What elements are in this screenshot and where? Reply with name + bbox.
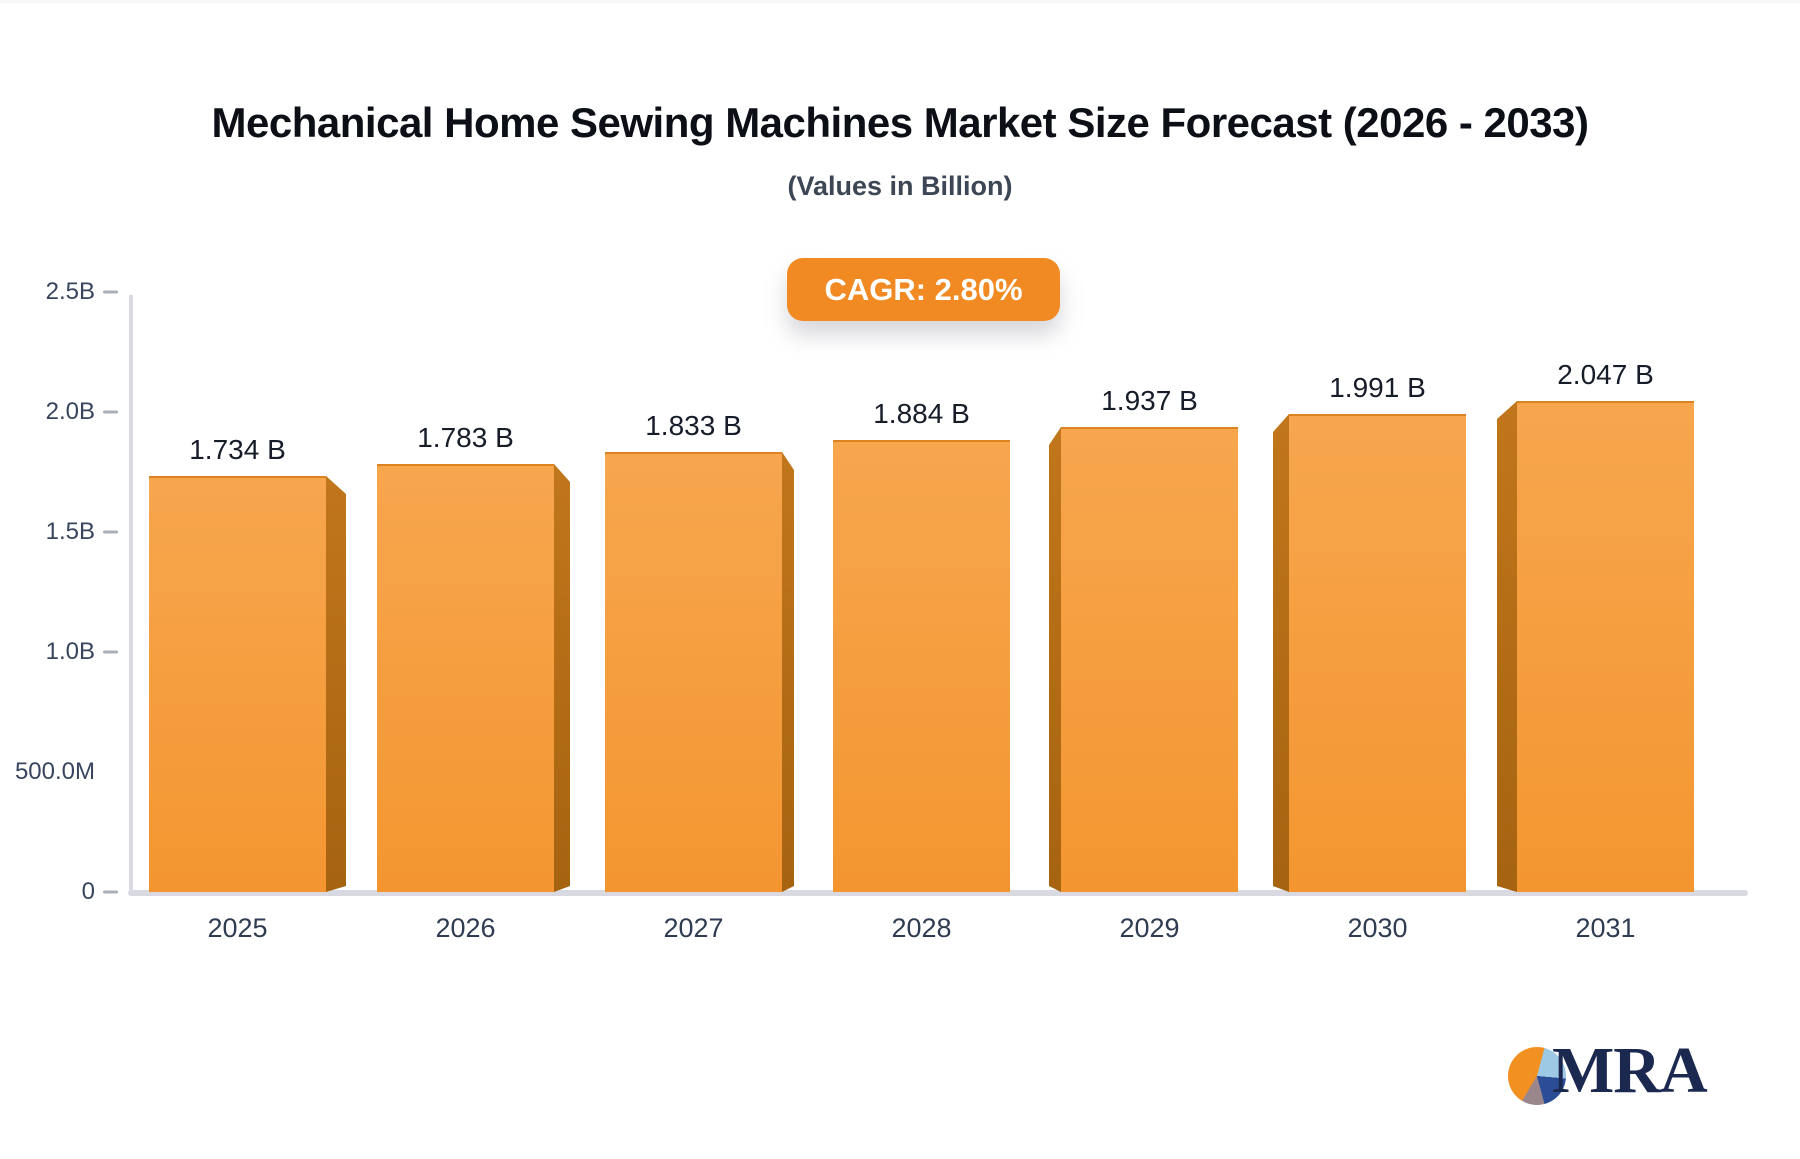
bar-value-label: 1.991 B [1329,372,1426,403]
bar-value-label: 1.884 B [873,398,970,429]
y-axis-tick [103,890,118,894]
bar-2031[interactable] [1517,401,1694,892]
bar-2029[interactable] [1061,427,1238,892]
bar-2030[interactable] [1289,414,1466,892]
bar-value-label: 1.734 B [189,434,286,465]
bar-2025[interactable] [149,476,326,892]
bar-3d-side [1497,401,1517,892]
x-axis-label: 2027 [663,913,724,943]
bar-value-label: 1.783 B [417,422,514,453]
x-axis-label: 2025 [207,913,268,943]
y-axis-label: 500.0M [14,758,95,785]
y-axis-tick [103,650,118,654]
bar-3d-side [1273,414,1289,892]
mra-logo-text: MRA [1552,1034,1708,1107]
x-axis-label: 2030 [1347,913,1408,943]
bar-3d-side [326,476,346,892]
bar-value-label: 2.047 B [1557,359,1654,390]
bar-3d-side [554,464,570,892]
bar-3d-side [1049,427,1061,892]
x-axis-line [128,890,1748,896]
y-axis-label: 0 [81,878,95,905]
bar-2028[interactable] [833,440,1010,892]
bar-value-label: 1.833 B [645,410,742,441]
cagr-badge-label: CAGR: 2.80% [824,271,1023,307]
y-axis-label: 2.5B [45,278,95,305]
bar-value-label: 1.937 B [1101,385,1198,416]
chart-subtitle: (Values in Billion) [787,171,1013,201]
x-axis-label: 2029 [1119,913,1180,943]
bar-2026[interactable] [377,464,554,892]
chart-area: 2.5B 2.0B 1.5B 1.0B 500.0M 0 1.734 B 2025 1.783 … [0,3,1800,1159]
cagr-badge: CAGR: 2.80% [787,258,1060,321]
y-axis-tick [103,290,118,294]
x-axis-label: 2026 [435,913,496,943]
y-axis-label: 1.5B [45,518,95,545]
y-axis-tick [103,530,118,534]
chart-title: Mechanical Home Sewing Machines Market S… [211,99,1589,146]
bar-2027[interactable] [605,452,782,892]
x-axis-label: 2028 [891,913,952,943]
x-axis-label: 2031 [1575,913,1636,943]
y-axis-label: 2.0B [45,398,95,425]
y-axis-label: 1.0B [45,638,95,665]
mra-pie-icon [1508,1047,1566,1105]
y-axis-line [129,295,133,892]
y-axis-tick [103,410,118,414]
bar-3d-side [782,452,794,892]
mra-logo: MRA [1504,1034,1744,1121]
